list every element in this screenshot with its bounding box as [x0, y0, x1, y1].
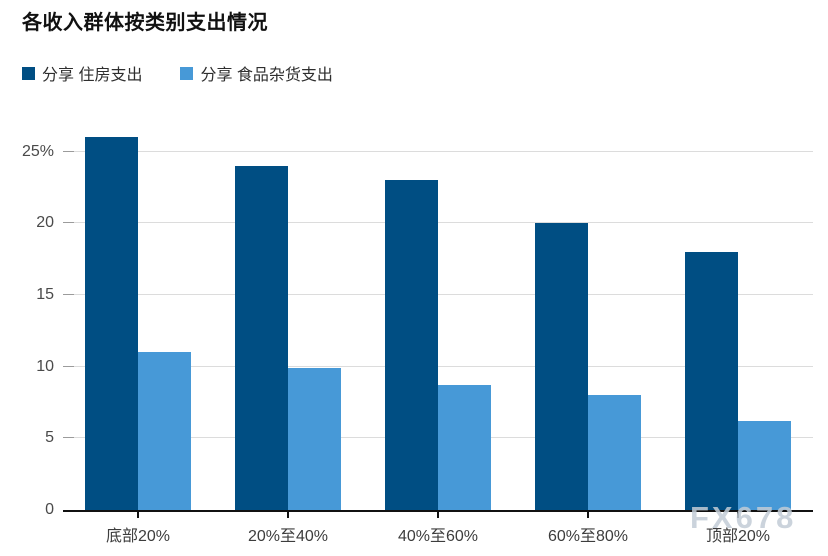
y-axis-label: 0 [45, 501, 54, 518]
x-axis-label: 40%至60% [397, 528, 479, 545]
bar-housing-40%至60%[interactable] [385, 180, 438, 510]
legend-item-groceries[interactable]: 分享 食品杂货支出 [180, 61, 333, 85]
legend: 分享 住房支出 分享 食品杂货支出 [22, 61, 333, 85]
y-axis-label: 20 [36, 214, 54, 232]
x-axis-label: 20%至40% [247, 528, 329, 545]
bar-groceries-60%至80%[interactable] [588, 395, 641, 510]
x-axis-label: 底部20% [105, 528, 171, 545]
y-tick [63, 222, 74, 224]
x-tick [737, 512, 739, 518]
y-tick [63, 150, 74, 152]
bar-housing-20%至40%[interactable] [235, 165, 288, 510]
x-axis-label: 顶部20% [705, 528, 771, 545]
gridline [63, 293, 813, 295]
bar-housing-顶部20%[interactable] [685, 251, 738, 510]
bar-groceries-顶部20%[interactable] [738, 421, 791, 510]
y-tick [63, 437, 74, 439]
bar-groceries-40%至60%[interactable] [438, 385, 491, 510]
x-axis-label: 60%至80% [547, 528, 629, 545]
x-tick [137, 512, 139, 518]
x-tick [587, 512, 589, 518]
bar-chart: 0 5 10 15 20 25% 底部20% 20%至40% 40%至60% 60%至80% 顶部… [0, 130, 828, 545]
gridline [63, 365, 813, 367]
y-axis-label: 5 [45, 429, 54, 447]
y-axis-label: 10 [36, 357, 54, 375]
gridline [63, 150, 813, 152]
x-tick [437, 512, 439, 518]
bar-housing-底部20%[interactable] [85, 137, 138, 510]
legend-label-groceries: 分享 食品杂货支出 [200, 67, 333, 84]
gridline [63, 222, 813, 224]
plot-area [63, 130, 813, 512]
legend-swatch-groceries [180, 66, 194, 80]
bar-housing-60%至80%[interactable] [535, 223, 588, 510]
watermark: FX678 [690, 500, 797, 535]
chart-title: 各收入群体按类别支出情况 [22, 12, 268, 34]
y-axis-label: 15 [36, 285, 54, 303]
y-tick [63, 365, 74, 367]
legend-swatch-housing [22, 66, 35, 80]
legend-item-housing[interactable]: 分享 住房支出 [22, 61, 142, 85]
bar-groceries-20%至40%[interactable] [288, 368, 341, 510]
y-axis-label: 25% [21, 142, 54, 160]
y-tick [63, 293, 74, 295]
x-tick [287, 512, 289, 518]
legend-label-housing: 分享 住房支出 [42, 67, 143, 84]
bar-groceries-底部20%[interactable] [138, 352, 191, 510]
